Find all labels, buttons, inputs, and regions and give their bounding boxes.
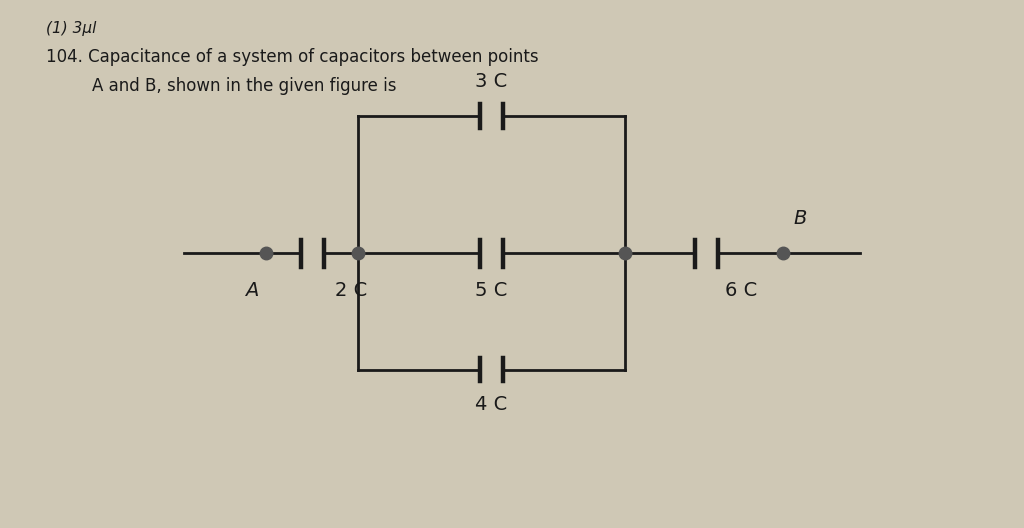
- Text: 6 C: 6 C: [725, 281, 757, 300]
- Text: B: B: [794, 209, 807, 228]
- Text: A and B, shown in the given figure is: A and B, shown in the given figure is: [92, 77, 396, 95]
- Text: 104. Capacitance of a system of capacitors between points: 104. Capacitance of a system of capacito…: [46, 48, 539, 65]
- Text: 5 C: 5 C: [475, 281, 508, 300]
- Text: 2 C: 2 C: [335, 281, 367, 300]
- Text: A: A: [245, 281, 258, 300]
- Text: (1) 3μl: (1) 3μl: [46, 21, 96, 36]
- Text: 3 C: 3 C: [475, 72, 508, 91]
- Text: 4 C: 4 C: [475, 395, 508, 414]
